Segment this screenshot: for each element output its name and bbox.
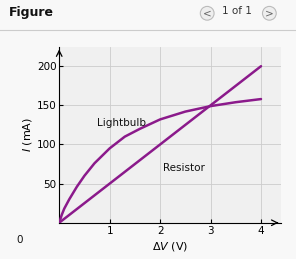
Text: >: >: [265, 8, 274, 18]
Text: 1 of 1: 1 of 1: [222, 6, 252, 17]
Text: Resistor: Resistor: [163, 163, 205, 173]
Text: <: <: [203, 8, 212, 18]
X-axis label: $\Delta V$ (V): $\Delta V$ (V): [152, 240, 188, 253]
Text: 0: 0: [16, 235, 22, 245]
Y-axis label: $\it{I}$ (mA): $\it{I}$ (mA): [21, 117, 34, 152]
Text: Lightbulb: Lightbulb: [97, 118, 146, 127]
Text: Figure: Figure: [9, 6, 54, 19]
